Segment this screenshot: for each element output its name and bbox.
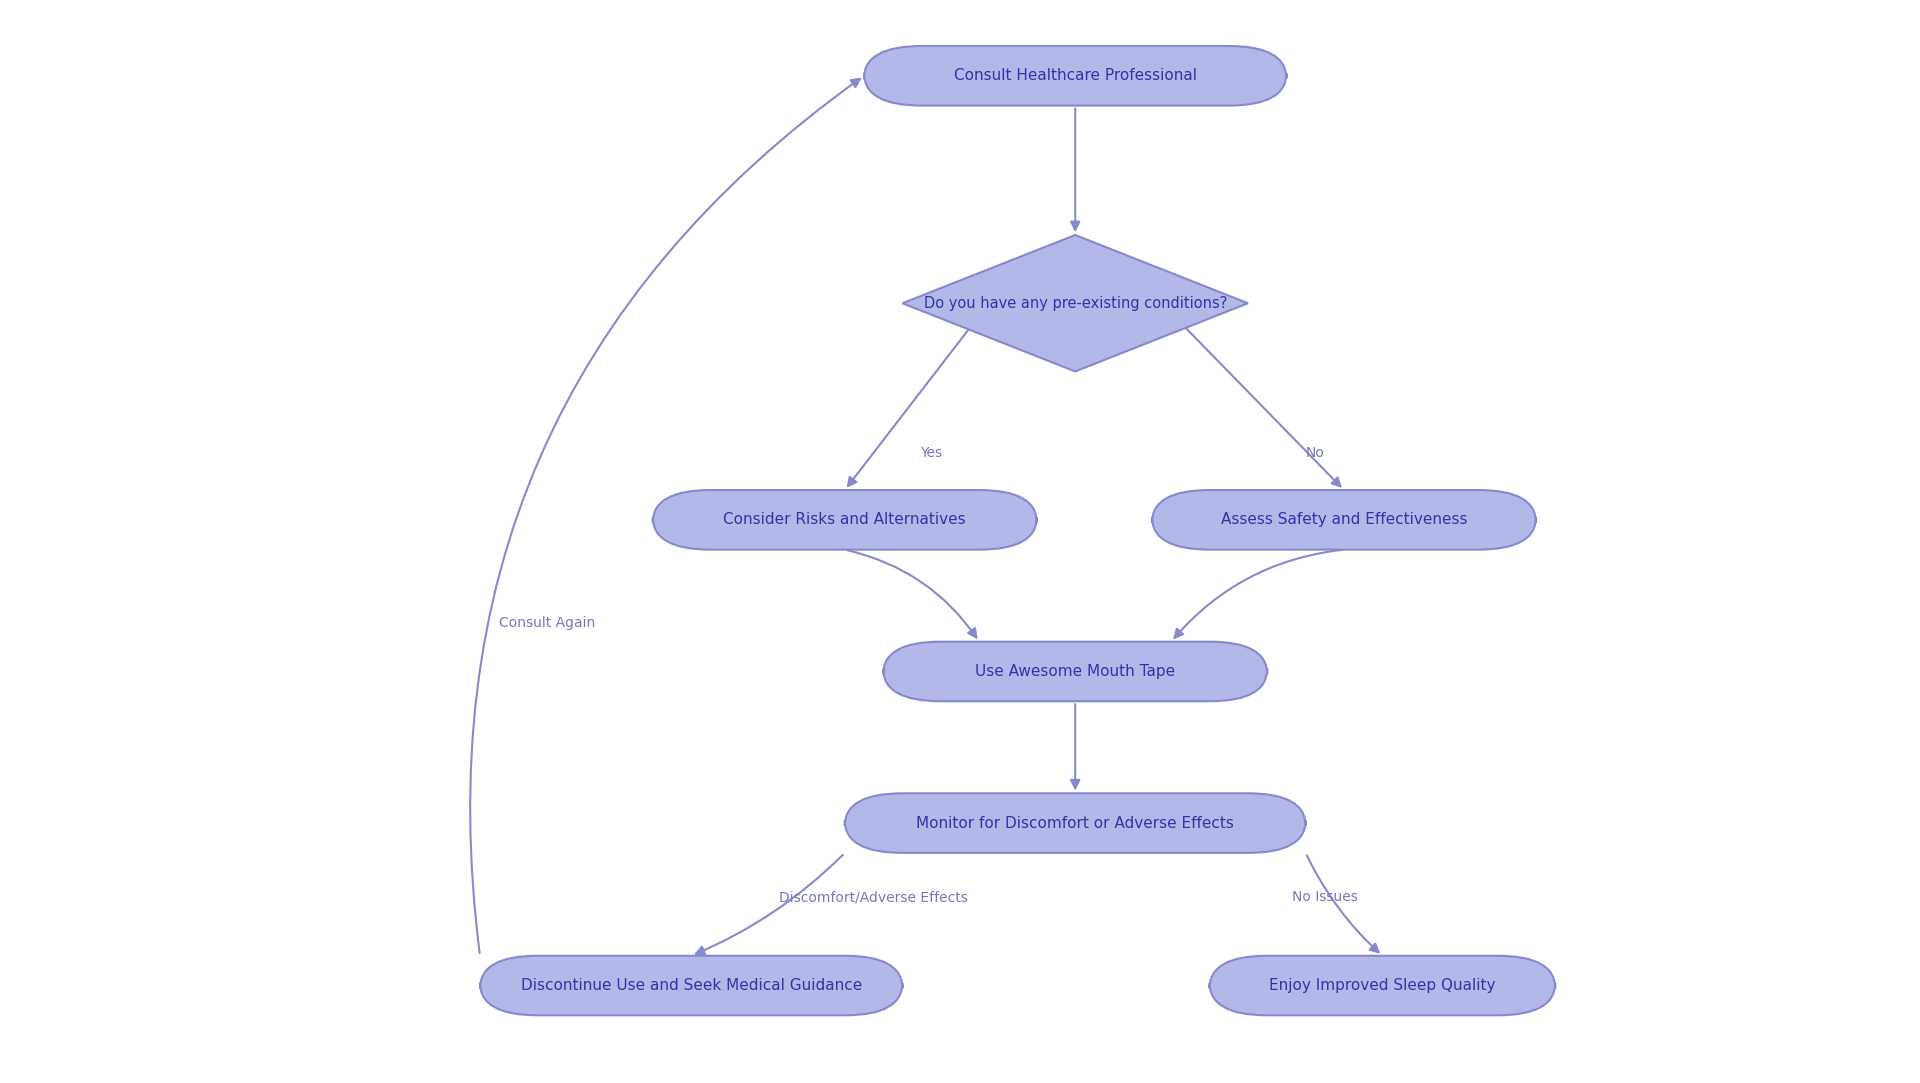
Text: Enjoy Improved Sleep Quality: Enjoy Improved Sleep Quality [1269,978,1496,993]
FancyBboxPatch shape [864,45,1286,105]
FancyBboxPatch shape [653,490,1037,550]
Text: Consult Healthcare Professional: Consult Healthcare Professional [954,68,1196,83]
Text: Discomfort/Adverse Effects: Discomfort/Adverse Effects [780,890,968,904]
Text: Monitor for Discomfort or Adverse Effects: Monitor for Discomfort or Adverse Effect… [916,815,1235,831]
FancyBboxPatch shape [1152,490,1536,550]
Text: Use Awesome Mouth Tape: Use Awesome Mouth Tape [975,664,1175,679]
Text: Do you have any pre-existing conditions?: Do you have any pre-existing conditions? [924,296,1227,311]
FancyBboxPatch shape [845,793,1306,853]
Text: Consult Again: Consult Again [499,616,595,629]
Text: Assess Safety and Effectiveness: Assess Safety and Effectiveness [1221,512,1467,527]
Text: Yes: Yes [920,446,943,460]
Text: No: No [1306,446,1325,460]
FancyBboxPatch shape [480,956,902,1016]
Text: Discontinue Use and Seek Medical Guidance: Discontinue Use and Seek Medical Guidanc… [520,978,862,993]
Polygon shape [902,235,1248,371]
Text: No Issues: No Issues [1292,890,1357,904]
Text: Consider Risks and Alternatives: Consider Risks and Alternatives [724,512,966,527]
FancyBboxPatch shape [1210,956,1555,1016]
FancyBboxPatch shape [883,641,1267,702]
